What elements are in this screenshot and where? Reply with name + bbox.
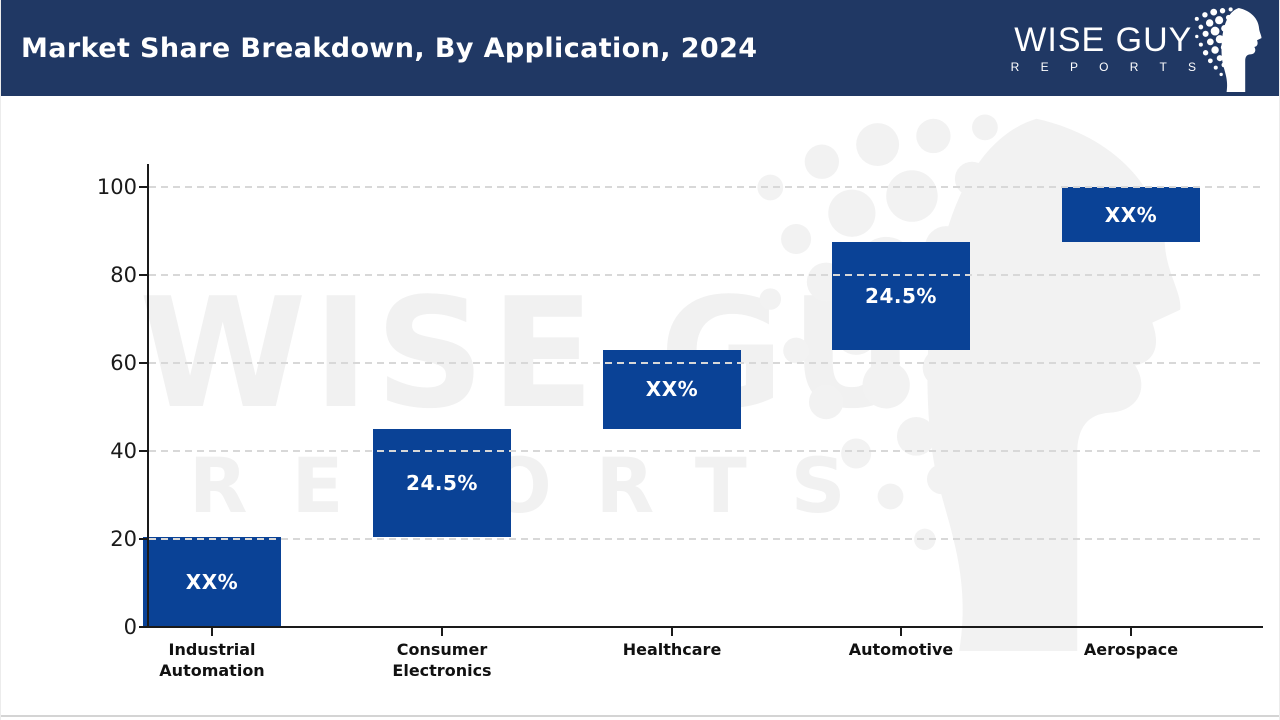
x-category-label: Healthcare <box>622 640 722 659</box>
y-tick-label: 40 <box>110 439 137 463</box>
x-axis-line <box>147 626 1263 628</box>
bar-value-label: XX% <box>1104 202 1158 227</box>
bar-value-label: 24.5% <box>865 283 937 308</box>
bottom-border <box>1 715 1279 717</box>
bar-segment: XX% <box>143 536 281 627</box>
bar-segment: 24.5% <box>373 429 511 537</box>
y-tick-label: 0 <box>123 615 137 639</box>
gridline <box>149 538 1263 540</box>
watermark-face-icon <box>757 114 1181 651</box>
x-category-label: Automotive <box>848 640 954 659</box>
y-tick-mark <box>139 538 147 540</box>
bar-value-label: XX% <box>185 569 239 594</box>
y-tick-label: 60 <box>110 351 137 375</box>
y-tick-mark <box>139 626 147 628</box>
y-axis-spine <box>147 164 149 628</box>
gridline <box>149 362 1263 364</box>
wise-guy-logo: WISE GUY R E P O R T S <box>1002 4 1275 92</box>
bar-value-label: XX% <box>645 377 699 402</box>
y-tick-label: 100 <box>96 175 137 199</box>
bar-value-label: 24.5% <box>406 470 478 495</box>
x-tick-mark <box>211 628 213 636</box>
x-tick-mark <box>1130 628 1132 636</box>
y-tick-label: 80 <box>110 263 137 287</box>
logo-wordmark: WISE GUY R E P O R T S <box>1002 22 1205 74</box>
chart-title: Market Share Breakdown, By Application, … <box>21 32 758 64</box>
logo-face-icon <box>1194 7 1262 92</box>
x-category-label: Industrial Automation <box>159 640 265 680</box>
logo-reports-text: R E P O R T S <box>1010 60 1205 74</box>
x-tick-mark <box>900 628 902 636</box>
x-tick-mark <box>441 628 443 636</box>
gridline <box>149 274 1263 276</box>
logo-wiseguy-text: WISE GUY <box>1014 21 1193 59</box>
y-tick-mark <box>139 186 147 188</box>
gridline <box>149 186 1263 188</box>
y-tick-mark <box>139 362 147 364</box>
bar-segment: 24.5% <box>832 242 970 350</box>
header-bar: Market Share Breakdown, By Application, … <box>1 0 1279 96</box>
x-category-label: Aerospace <box>1083 640 1179 659</box>
watermark-reports-text: REPORTS <box>189 441 890 530</box>
y-tick-mark <box>139 274 147 276</box>
x-category-label: Consumer Electronics <box>392 640 492 680</box>
y-tick-label: 20 <box>110 527 137 551</box>
gridline <box>149 450 1263 452</box>
bar-segment: XX% <box>1062 187 1200 242</box>
x-tick-mark <box>671 628 673 636</box>
y-tick-mark <box>139 450 147 452</box>
